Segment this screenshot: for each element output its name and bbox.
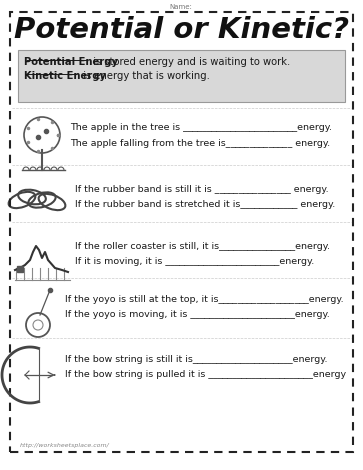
Text: The apple in the tree is ________________________energy.: The apple in the tree is _______________… [70,123,332,132]
Text: If the yoyo is moving, it is ______________________energy.: If the yoyo is moving, it is ___________… [65,310,330,319]
Text: If the roller coaster is still, it is________________energy.: If the roller coaster is still, it is___… [75,242,330,251]
Text: If the bow string is pulled it is ______________________energy: If the bow string is pulled it is ______… [65,370,346,379]
Text: Name:: Name: [170,4,192,10]
Text: If the bow string is still it is_____________________energy.: If the bow string is still it is________… [65,355,327,364]
Text: If the rubber band is still it is ________________ energy.: If the rubber band is still it is ______… [75,185,329,194]
Text: Potential or Kinetic?: Potential or Kinetic? [13,16,348,44]
Text: is stored energy and is waiting to work.: is stored energy and is waiting to work. [90,57,290,67]
Text: The apple falling from the tree is______________ energy.: The apple falling from the tree is______… [70,139,330,148]
Text: Potential Energy: Potential Energy [24,57,118,67]
Text: If the rubber band is stretched it is____________ energy.: If the rubber band is stretched it is___… [75,200,335,209]
Text: If the yoyo is still at the top, it is___________________energy.: If the yoyo is still at the top, it is__… [65,295,344,304]
Text: Kinetic Energy: Kinetic Energy [24,71,106,81]
Text: is energy that is working.: is energy that is working. [80,71,210,81]
FancyBboxPatch shape [18,50,345,102]
Text: http://worksheetsplace.com/: http://worksheetsplace.com/ [20,443,110,448]
Text: If it is moving, it is ________________________energy.: If it is moving, it is _________________… [75,257,314,266]
